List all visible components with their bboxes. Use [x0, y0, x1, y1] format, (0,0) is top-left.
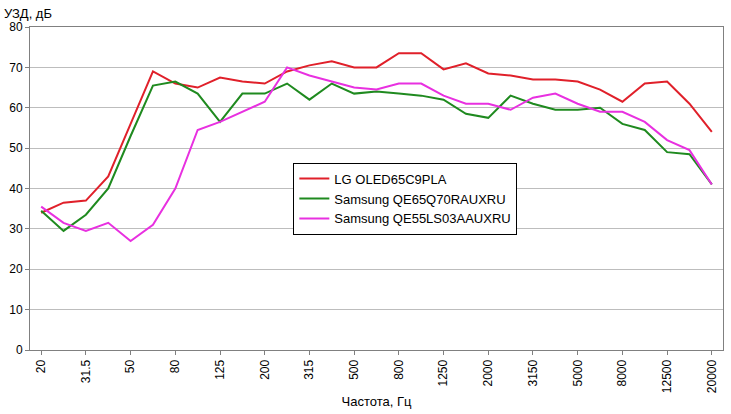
svg-text:Samsung QE65Q70RAUXRU: Samsung QE65Q70RAUXRU — [334, 192, 505, 207]
svg-text:50: 50 — [9, 141, 23, 155]
svg-text:Частота, Гц: Частота, Гц — [342, 394, 412, 409]
svg-text:60: 60 — [9, 101, 23, 115]
svg-text:20: 20 — [34, 359, 48, 373]
svg-text:8000: 8000 — [615, 359, 629, 386]
svg-text:12500: 12500 — [660, 359, 674, 393]
svg-text:70: 70 — [9, 61, 23, 75]
svg-text:50: 50 — [124, 359, 138, 373]
svg-text:0: 0 — [16, 343, 23, 357]
svg-text:80: 80 — [168, 359, 182, 373]
svg-text:2000: 2000 — [481, 359, 495, 386]
svg-text:125: 125 — [213, 359, 227, 379]
svg-text:40: 40 — [9, 182, 23, 196]
svg-text:Samsung QE55LS03AAUXRU: Samsung QE55LS03AAUXRU — [334, 211, 510, 226]
svg-text:800: 800 — [392, 359, 406, 379]
svg-text:20000: 20000 — [705, 359, 719, 393]
svg-text:10: 10 — [9, 303, 23, 317]
svg-text:315: 315 — [302, 359, 316, 379]
svg-text:500: 500 — [347, 359, 361, 379]
svg-text:3150: 3150 — [526, 359, 540, 386]
svg-text:УЗД, дБ: УЗД, дБ — [4, 6, 52, 21]
svg-text:200: 200 — [258, 359, 272, 379]
svg-text:30: 30 — [9, 222, 23, 236]
svg-text:31.5: 31.5 — [79, 359, 93, 383]
svg-text:5000: 5000 — [571, 359, 585, 386]
svg-text:80: 80 — [9, 20, 23, 34]
svg-text:20: 20 — [9, 262, 23, 276]
svg-text:1250: 1250 — [436, 359, 450, 386]
svg-text:LG OLED65C9PLA: LG OLED65C9PLA — [334, 172, 446, 187]
